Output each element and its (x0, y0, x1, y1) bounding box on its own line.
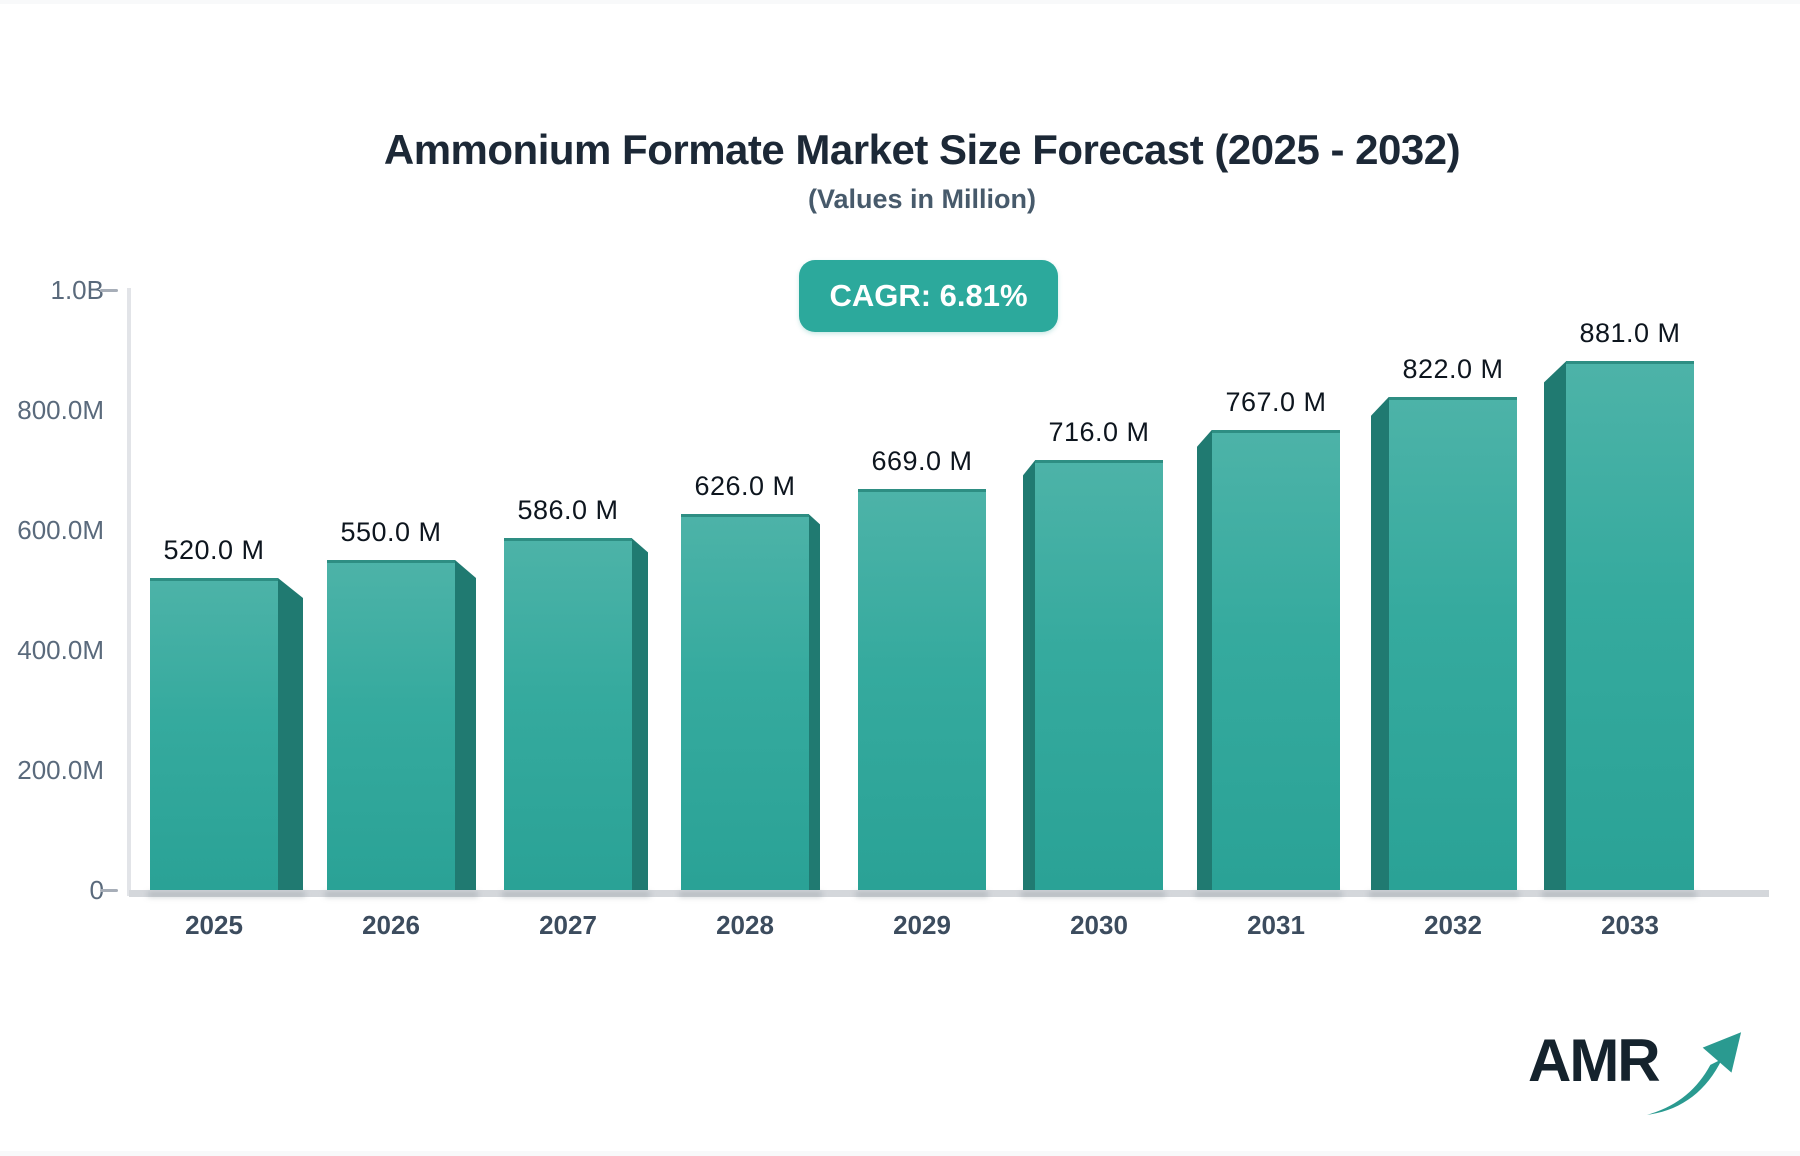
y-tick-label-600.0M: 600.0M (17, 515, 104, 545)
bar-ground-shadow-2033 (1542, 892, 1696, 897)
bar-value-label-2030: 716.0 M (1048, 417, 1150, 448)
cagr-badge: CAGR: 6.81% (799, 260, 1058, 332)
bar-value-label-2033: 881.0 M (1579, 318, 1681, 349)
bar-value-label-2029: 669.0 M (871, 445, 973, 476)
bar-2031 (1212, 429, 1340, 890)
bar-side-2028 (809, 514, 820, 890)
bar-2028 (681, 514, 809, 890)
y-tick-label-400.0M: 400.0M (17, 635, 104, 665)
bar-ground-shadow-2029 (856, 892, 988, 897)
x-axis-label-2033: 2033 (1601, 910, 1659, 940)
chart-subtitle: (Values in Million) (807, 184, 1037, 214)
bar-side-2025 (278, 578, 303, 890)
bar-value-label-2025: 520.0 M (163, 535, 265, 565)
x-axis-label-2029: 2029 (893, 910, 951, 940)
y-tick-label-200.0M: 200.0M (17, 755, 104, 785)
x-axis-baseline (129, 890, 1769, 897)
amr-logo: AMR (1528, 1028, 1743, 1117)
x-axis-label-2032: 2032 (1424, 910, 1482, 940)
bar-2027 (504, 538, 632, 890)
x-axis-label-2025: 2025 (185, 910, 243, 940)
bar-value-label-2027: 586.0 M (517, 495, 619, 526)
bar-side-2033 (1544, 361, 1566, 890)
bar-2033 (1566, 361, 1694, 890)
bar-side-2030 (1023, 460, 1035, 890)
y-tick-label-800.0M: 800.0M (17, 395, 104, 425)
x-axis-label-2028: 2028 (716, 910, 774, 940)
y-tick-dash-1.0B (100, 289, 118, 292)
amr-logo-text: AMR (1528, 1027, 1661, 1094)
bar-side-2026 (455, 560, 476, 890)
bar-ground-shadow-2028 (679, 892, 822, 897)
plot-area: 1.0B 800.0M 600.0M 400.0M 200.0M 0 520.0 M 2025… (0, 4, 1800, 1151)
bar-ground-shadow-2032 (1369, 892, 1519, 897)
bar-side-2031 (1197, 429, 1212, 890)
bar-ground-shadow-2031 (1195, 892, 1342, 897)
y-axis-line (127, 288, 131, 896)
y-tick-label-1.0B: 1.0B (50, 275, 105, 305)
x-axis-label-2026: 2026 (362, 910, 420, 940)
x-axis-label-2027: 2027 (539, 910, 597, 940)
chart-title: Ammonium Formate Market Size Forecast (2… (383, 126, 1461, 173)
bar-ground-shadow-2025 (148, 892, 305, 897)
bar-side-2032 (1371, 396, 1389, 890)
bar-2026 (327, 560, 455, 890)
x-axis-label-2031: 2031 (1247, 910, 1305, 940)
bar-2032 (1389, 396, 1517, 890)
bar-side-2027 (632, 538, 648, 890)
bar-value-label-2028: 626.0 M (694, 471, 796, 502)
bar-value-label-2026: 550.0 M (340, 517, 442, 547)
growth-arrow-icon (1646, 1032, 1741, 1115)
bar-2029 (858, 488, 986, 890)
bar-value-label-2031: 767.0 M (1225, 386, 1327, 417)
bar-2030 (1035, 460, 1163, 890)
y-tick-label-0: 0 (89, 875, 104, 905)
y-tick-dash-0 (100, 889, 118, 892)
bar-ground-shadow-2030 (1021, 892, 1165, 897)
bar-value-label-2032: 822.0 M (1402, 353, 1504, 384)
bar-ground-shadow-2027 (502, 892, 650, 897)
bar-2025 (150, 578, 278, 890)
x-axis-label-2030: 2030 (1070, 910, 1128, 940)
bar-ground-shadow-2026 (325, 892, 478, 897)
